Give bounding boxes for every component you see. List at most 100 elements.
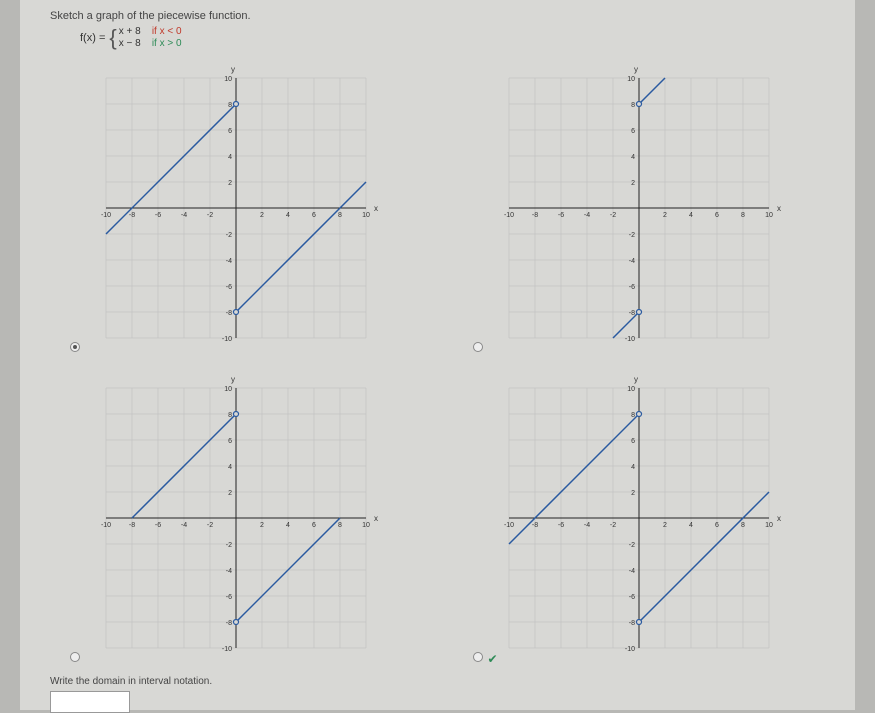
svg-text:y: y (634, 65, 638, 74)
svg-text:-8: -8 (532, 212, 538, 219)
case2-expr: x − 8 (119, 38, 141, 49)
svg-text:-8: -8 (129, 522, 135, 529)
svg-text:6: 6 (715, 212, 719, 219)
svg-text:4: 4 (631, 154, 635, 161)
svg-text:-10: -10 (625, 646, 635, 653)
svg-text:-8: -8 (629, 620, 635, 627)
svg-text:2: 2 (260, 522, 264, 529)
svg-text:-4: -4 (584, 212, 590, 219)
radio-option-b[interactable] (473, 342, 483, 352)
svg-text:-2: -2 (629, 542, 635, 549)
svg-text:y: y (231, 375, 235, 384)
svg-text:-4: -4 (629, 568, 635, 575)
svg-text:y: y (634, 375, 638, 384)
svg-text:-10: -10 (625, 336, 635, 343)
svg-text:-2: -2 (629, 232, 635, 239)
svg-text:y: y (231, 65, 235, 74)
svg-text:10: 10 (224, 76, 232, 83)
svg-text:-8: -8 (532, 522, 538, 529)
svg-text:-6: -6 (629, 594, 635, 601)
case2-cond: if x > 0 (152, 38, 182, 49)
svg-text:10: 10 (765, 522, 773, 529)
svg-text:10: 10 (362, 212, 370, 219)
svg-text:6: 6 (312, 212, 316, 219)
svg-text:-2: -2 (226, 542, 232, 549)
svg-text:-10: -10 (101, 522, 111, 529)
graphs-grid: -10 -8 -6 -4 -2 2 4 6 8 10 -10 -8 -6 -4 -2 2 4 6 8 10 x y -10 -… (50, 58, 825, 668)
svg-text:-8: -8 (129, 212, 135, 219)
radio-option-d[interactable] (473, 652, 483, 662)
svg-text:2: 2 (631, 490, 635, 497)
graph-option-c[interactable]: -10-8-6-4-2246810-10-8-6-4-2246810xy (50, 368, 423, 668)
svg-text:-10: -10 (504, 522, 514, 529)
svg-text:10: 10 (627, 386, 635, 393)
svg-text:x: x (374, 514, 378, 523)
svg-text:-4: -4 (584, 522, 590, 529)
svg-text:6: 6 (631, 438, 635, 445)
svg-text:8: 8 (631, 102, 635, 109)
svg-text:4: 4 (631, 464, 635, 471)
svg-text:4: 4 (689, 522, 693, 529)
svg-text:-10: -10 (222, 336, 232, 343)
instruction-text: Sketch a graph of the piecewise function… (50, 10, 825, 22)
svg-text:6: 6 (631, 128, 635, 135)
svg-text:-8: -8 (226, 620, 232, 627)
svg-text:-4: -4 (181, 522, 187, 529)
svg-text:-6: -6 (629, 284, 635, 291)
svg-text:4: 4 (689, 212, 693, 219)
svg-text:2: 2 (260, 212, 264, 219)
svg-text:10: 10 (224, 386, 232, 393)
svg-text:-6: -6 (226, 284, 232, 291)
svg-text:-2: -2 (207, 212, 213, 219)
svg-text:x: x (777, 514, 781, 523)
svg-text:-6: -6 (558, 522, 564, 529)
svg-text:10: 10 (362, 522, 370, 529)
svg-text:6: 6 (312, 522, 316, 529)
case1-cond: if x < 0 (152, 26, 182, 37)
svg-text:4: 4 (286, 522, 290, 529)
svg-text:-8: -8 (226, 310, 232, 317)
svg-text:x: x (374, 204, 378, 213)
svg-text:-4: -4 (226, 258, 232, 265)
svg-text:10: 10 (765, 212, 773, 219)
radio-option-a[interactable] (70, 342, 80, 352)
svg-text:-4: -4 (226, 568, 232, 575)
graph-option-a[interactable]: -10-8-6-4-2246810-10-8-6-4-2246810xy (50, 58, 423, 358)
svg-text:6: 6 (228, 438, 232, 445)
svg-text:8: 8 (741, 522, 745, 529)
domain-prompt: Write the domain in interval notation. (50, 676, 825, 687)
svg-text:-2: -2 (226, 232, 232, 239)
svg-text:2: 2 (663, 522, 667, 529)
svg-text:x: x (777, 204, 781, 213)
svg-text:-6: -6 (558, 212, 564, 219)
svg-text:-10: -10 (101, 212, 111, 219)
svg-text:-4: -4 (629, 258, 635, 265)
function-lhs: f(x) = (80, 32, 105, 44)
svg-text:-6: -6 (155, 522, 161, 529)
svg-text:10: 10 (627, 76, 635, 83)
svg-text:6: 6 (715, 522, 719, 529)
graph-option-d[interactable]: -10-8-6-4-2246810-10-8-6-4-2246810xy✔ (453, 368, 826, 668)
correct-check-icon: ✔ (488, 652, 498, 666)
svg-text:-2: -2 (610, 212, 616, 219)
svg-text:8: 8 (338, 212, 342, 219)
case1-expr: x + 8 (119, 26, 141, 37)
svg-text:2: 2 (663, 212, 667, 219)
radio-option-c[interactable] (70, 652, 80, 662)
graph-option-b[interactable]: -10-8-6-4-2246810-10-8-6-4-2246810xy (453, 58, 826, 358)
brace-icon: { (109, 27, 116, 49)
svg-text:8: 8 (338, 522, 342, 529)
svg-text:4: 4 (228, 154, 232, 161)
svg-text:2: 2 (631, 180, 635, 187)
svg-text:-2: -2 (610, 522, 616, 529)
svg-text:-10: -10 (222, 646, 232, 653)
function-definition: f(x) = { x + 8 if x < 0 x − 8 if x > 0 (80, 26, 825, 50)
svg-text:-6: -6 (226, 594, 232, 601)
svg-text:4: 4 (286, 212, 290, 219)
svg-text:2: 2 (228, 180, 232, 187)
svg-text:2: 2 (228, 490, 232, 497)
svg-text:-4: -4 (181, 212, 187, 219)
svg-text:4: 4 (228, 464, 232, 471)
svg-text:-2: -2 (207, 522, 213, 529)
svg-text:6: 6 (228, 128, 232, 135)
